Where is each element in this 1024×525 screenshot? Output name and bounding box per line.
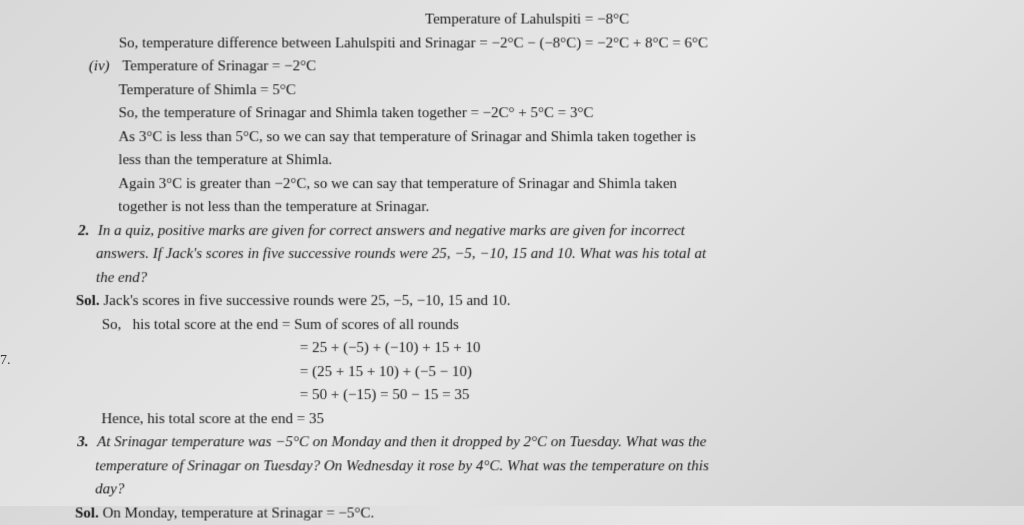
- calc-3: = 50 + (−15) = 50 − 15 = 35: [69, 384, 984, 407]
- text-line-prev-tail: Temperature of Lahulspiti = −8°C: [71, 9, 983, 31]
- text-line-as3-1: As 3°C is less than 5°C, so we can say t…: [70, 126, 983, 148]
- q3-text-3: day?: [69, 478, 985, 501]
- label-sol3: Sol.: [75, 502, 99, 525]
- sol2-total: his total score at the end = Sum of scor…: [133, 317, 459, 333]
- sol2-line1: Jack's scores in five successive rounds …: [103, 293, 510, 309]
- q2-text-3: the end?: [70, 266, 984, 289]
- sol3-line1: On Monday, temperature at Srinagar = −5°…: [103, 505, 375, 521]
- label-q2: 2.: [78, 220, 94, 242]
- q3-text-1: At Srinagar temperature was −5°C on Mond…: [97, 434, 706, 450]
- solution-3: Sol. On Monday, temperature at Srinagar …: [69, 502, 985, 525]
- label-q3: 3.: [77, 431, 93, 454]
- q3-text-2: temperature of Srinagar on Tuesday? On W…: [69, 455, 985, 478]
- sol2-so: So,: [102, 317, 122, 333]
- label-sol2: Sol.: [76, 290, 100, 313]
- text-line-together: So, the temperature of Srinagar and Shim…: [71, 102, 984, 124]
- text-line-as3-2: less than the temperature at Shimla.: [70, 149, 983, 171]
- sol2-so-line: So, his total score at the end = Sum of …: [70, 314, 985, 337]
- margin-section-number: 7.: [0, 350, 11, 371]
- calc-2: = (25 + 15 + 10) + (−5 − 10): [70, 361, 985, 384]
- question-3: 3. At Srinagar temperature was −5°C on M…: [69, 431, 984, 454]
- q2-text-1: In a quiz, positive marks are given for …: [98, 223, 685, 239]
- question-2: 2. In a quiz, positive marks are given f…: [70, 220, 984, 242]
- label-iv: (iv): [89, 55, 119, 77]
- hence-line: Hence, his total score at the end = 35: [69, 408, 984, 431]
- text-line-again-1: Again 3°C is greater than −2°C, so we ca…: [70, 173, 983, 195]
- text-line-again-2: together is not less than the temperatur…: [70, 196, 984, 218]
- q2-text-2: answers. If Jack's scores in five succes…: [70, 243, 984, 265]
- text-line-so-diff: So, temperature difference between Lahul…: [71, 32, 983, 54]
- text-line-shimla: Temperature of Shimla = 5°C: [71, 79, 984, 101]
- item-iv: (iv) Temperature of Srinagar = −2°C: [71, 55, 983, 77]
- solution-2: Sol. Jack's scores in five successive ro…: [70, 290, 984, 313]
- text-iv-srinagar: Temperature of Srinagar = −2°C: [122, 58, 316, 74]
- book-page-content: Temperature of Lahulspiti = −8°C So, tem…: [69, 9, 985, 525]
- calc-1: = 25 + (−5) + (−10) + 15 + 10: [70, 337, 985, 360]
